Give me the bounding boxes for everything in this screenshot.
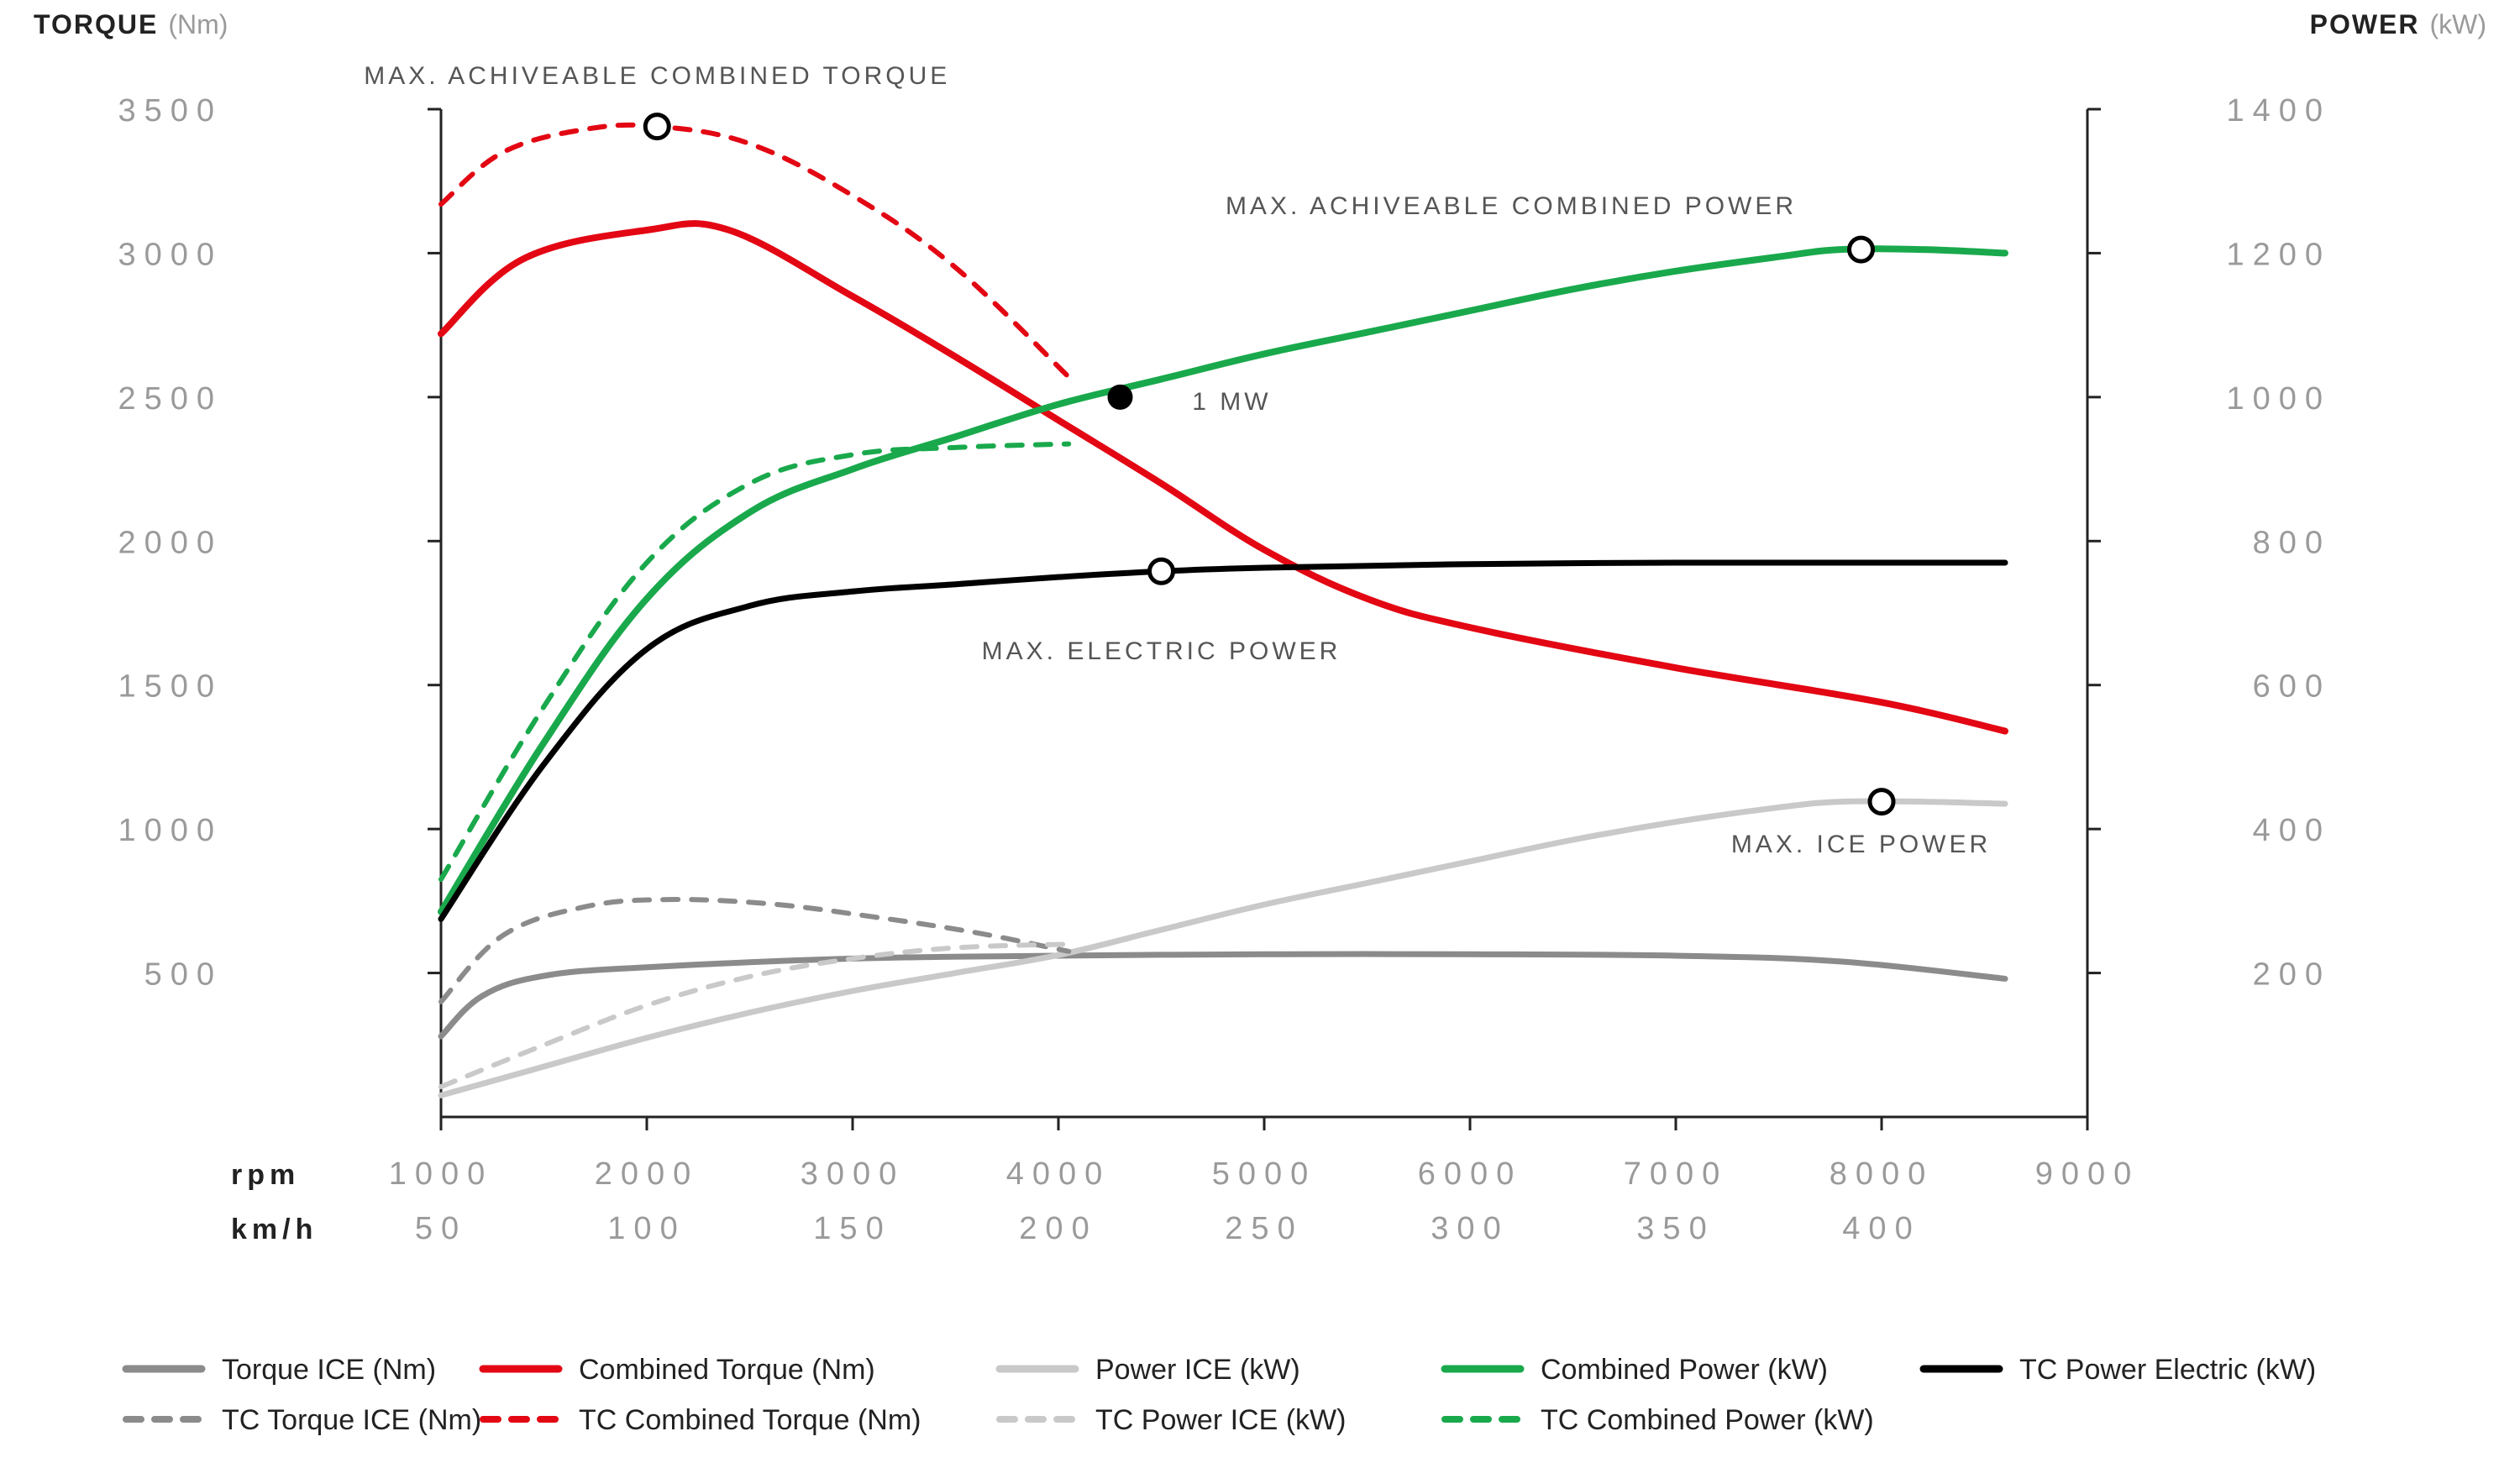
x-row-label-rpm: rpm xyxy=(231,1159,300,1191)
x-tick-label-kmh: 350 xyxy=(1636,1211,1714,1246)
legend-label-tc_combined_torque: TC Combined Torque (Nm) xyxy=(579,1404,921,1436)
x-tick-label-kmh: 150 xyxy=(813,1211,891,1246)
y-left-tick-label: 3000 xyxy=(118,237,223,272)
series-tc_power_ice: tc_power_ice xyxy=(441,944,1068,1087)
y-left-tick-label: 1500 xyxy=(118,669,223,705)
y-left-title-bold: TORQUE xyxy=(34,9,158,39)
legend-label-combined_power: Combined Power (kW) xyxy=(1541,1354,1828,1386)
x-row-label-kmh: km/h xyxy=(231,1214,318,1245)
y-right-title-unit: (kW) xyxy=(2429,9,2486,39)
x-tick-label-rpm: 8000 xyxy=(1830,1156,1935,1192)
legend-label-tc_combined_power: TC Combined Power (kW) xyxy=(1541,1404,1874,1436)
x-tick-label-rpm: 7000 xyxy=(1624,1156,1729,1192)
marker-one_mw: one_mw xyxy=(1108,385,1133,410)
x-tick-label-kmh: 200 xyxy=(1019,1211,1097,1246)
y-right-tick-label: 1000 xyxy=(2226,381,2331,417)
y-left-tick-label: 3500 xyxy=(118,93,223,128)
annotation-a_max_elec_power: MAX. ELECTRIC POWER xyxy=(982,637,1341,665)
series-torque_ice: torque_ice xyxy=(441,954,2005,1036)
y-left-tick-label: 1000 xyxy=(118,813,223,848)
x-tick-label-rpm: 3000 xyxy=(801,1156,906,1192)
legend-label-tc_torque_ice: TC Torque ICE (Nm) xyxy=(222,1404,481,1436)
legend-label-combined_torque: Combined Torque (Nm) xyxy=(579,1354,875,1386)
annotation-a_one_mw: 1 MW xyxy=(1192,388,1271,416)
x-tick-label-rpm: 1000 xyxy=(389,1156,494,1192)
x-tick-label-rpm: 9000 xyxy=(2035,1156,2140,1192)
chart-svg: TORQUE (Nm) POWER (kW) 500 1000 1500 2000 2500 30… xyxy=(0,0,2520,1468)
y-left-tick-label: 2500 xyxy=(118,381,223,417)
series-tc_torque_ice: tc_torque_ice xyxy=(441,899,1068,1002)
x-tick-label-kmh: 250 xyxy=(1225,1211,1303,1246)
y-right-tick-label: 400 xyxy=(2253,813,2331,848)
y-left-title: TORQUE (Nm) xyxy=(34,9,228,39)
x-tick-label-rpm: 2000 xyxy=(595,1156,700,1192)
x-tick-label-kmh: 100 xyxy=(607,1211,685,1246)
series-tc_power_electric: tc_power_electric xyxy=(441,563,2005,919)
y-right-tick-label: 600 xyxy=(2253,669,2331,705)
marker-max_ice_power: max_ice_power xyxy=(1870,790,1893,814)
y-right-tick-label: 200 xyxy=(2253,957,2331,993)
marker-max_elec_power: max_elec_power xyxy=(1150,559,1173,583)
annotation-a_max_comb_torque: MAX. ACHIVEABLE COMBINED TORQUE xyxy=(364,62,950,90)
legend-label-tc_power_electric: TC Power Electric (kW) xyxy=(2019,1354,2316,1386)
marker-max_comb_power: max_comb_power xyxy=(1850,238,1873,261)
y-right-title: POWER (kW) xyxy=(2310,9,2486,39)
y-right-tick-label: 1400 xyxy=(2226,93,2331,128)
series-combined_power: combined_power xyxy=(441,249,2005,911)
y-right-tick-label: 800 xyxy=(2253,525,2331,560)
y-left-tick-label: 2000 xyxy=(118,525,223,560)
y-right-tick-label: 1200 xyxy=(2226,237,2331,272)
x-tick-label-rpm: 6000 xyxy=(1418,1156,1523,1192)
legend-label-tc_power_ice: TC Power ICE (kW) xyxy=(1095,1404,1346,1436)
legend-label-power_ice: Power ICE (kW) xyxy=(1095,1354,1300,1386)
x-tick-label-rpm: 5000 xyxy=(1212,1156,1317,1192)
y-left-title-unit: (Nm) xyxy=(168,9,228,39)
annotation-a_max_comb_power: MAX. ACHIVEABLE COMBINED POWER xyxy=(1226,192,1797,220)
y-right-title-bold: POWER xyxy=(2310,9,2420,39)
marker-max_comb_torque: max_comb_torque xyxy=(645,115,669,139)
legend-label-torque_ice: Torque ICE (Nm) xyxy=(222,1354,436,1386)
y-left-tick-label: 500 xyxy=(144,957,223,993)
x-tick-label-rpm: 4000 xyxy=(1006,1156,1111,1192)
torque-power-chart: TORQUE (Nm) POWER (kW) 500 1000 1500 2000 2500 30… xyxy=(0,0,2520,1468)
x-tick-label-kmh: 300 xyxy=(1431,1211,1509,1246)
annotation-a_max_ice_power: MAX. ICE POWER xyxy=(1731,831,1991,858)
x-tick-label-kmh: 400 xyxy=(1842,1211,1920,1246)
x-tick-label-kmh: 50 xyxy=(415,1211,467,1246)
